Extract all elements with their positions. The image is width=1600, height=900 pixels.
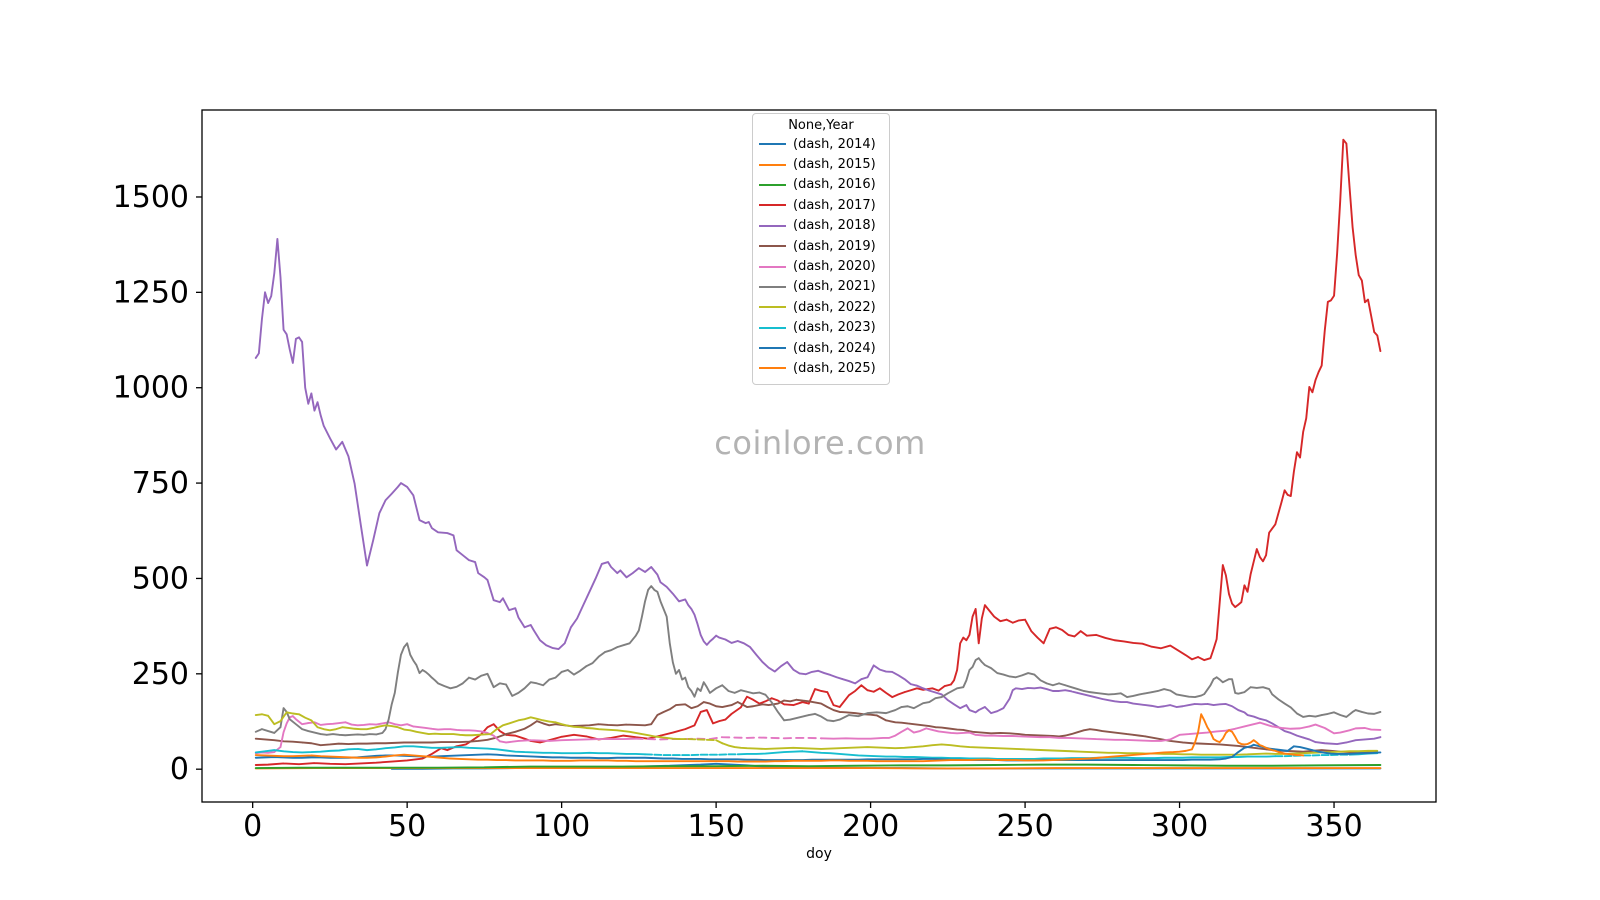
plot-border [201, 109, 1437, 803]
legend-swatch [759, 265, 786, 268]
legend-item: (dash, 2024) [759, 338, 883, 358]
legend-swatch [759, 347, 786, 350]
legend-label: (dash, 2019) [793, 238, 876, 254]
x-tick-label: 200 [842, 809, 899, 844]
series-line-dash-2016 [254, 763, 1382, 769]
series-line-dash-2019 [254, 698, 1379, 754]
legend-swatch [759, 285, 786, 288]
legend-label: (dash, 2017) [793, 197, 876, 213]
legend-label: (dash, 2025) [793, 360, 876, 376]
legend-swatch [759, 245, 786, 248]
series-line-dash-2025 [254, 713, 1305, 763]
y-tick-label: 500 [132, 561, 189, 596]
legend-label: (dash, 2020) [793, 259, 876, 275]
y-tick-label: 0 [170, 752, 189, 787]
watermark-text: coinlore.com [714, 424, 926, 462]
legend-title: None,Year [788, 118, 854, 133]
x-tick-label: 150 [687, 809, 744, 844]
x-tick-label: 300 [1151, 809, 1208, 844]
legend-swatch [759, 367, 786, 370]
series-line-dash-2021 [254, 585, 1382, 737]
legend-swatch [759, 224, 786, 227]
legend-swatch [759, 326, 786, 329]
legend-item: (dash, 2021) [759, 277, 883, 297]
legend-item: (dash, 2025) [759, 358, 883, 378]
x-tick-label: 350 [1305, 809, 1362, 844]
legend-item: (dash, 2023) [759, 318, 883, 338]
legend-item: (dash, 2022) [759, 297, 883, 317]
legend-label: (dash, 2023) [793, 320, 876, 336]
legend-item: (dash, 2019) [759, 236, 883, 256]
legend-swatch [759, 204, 786, 207]
y-tick-label: 1250 [113, 275, 189, 310]
legend-swatch [759, 306, 786, 309]
series-line-dash-2022-dashed [678, 738, 724, 745]
legend-item: (dash, 2020) [759, 256, 883, 276]
x-tick-label: 250 [996, 809, 1053, 844]
legend-item: (dash, 2016) [759, 175, 883, 195]
legend-item: (dash, 2014) [759, 134, 883, 154]
series-line-dash-2022 [254, 711, 1379, 756]
legend-swatch [759, 163, 786, 166]
y-tick-label: 1500 [113, 180, 189, 215]
legend-label: (dash, 2018) [793, 218, 876, 234]
legend-label: (dash, 2021) [793, 279, 876, 295]
legend-item: (dash, 2015) [759, 154, 883, 174]
legend-item: (dash, 2018) [759, 216, 883, 236]
x-tick-label: 0 [243, 809, 262, 844]
series-line-dash-2017 [254, 138, 1382, 766]
y-tick-label: 750 [132, 466, 189, 501]
legend-label: (dash, 2014) [793, 136, 876, 152]
x-axis-label: doy [806, 846, 832, 862]
legend-label: (dash, 2015) [793, 157, 876, 173]
legend-label: (dash, 2022) [793, 299, 876, 315]
legend-swatch [759, 143, 786, 146]
y-tick-label: 250 [132, 657, 189, 692]
x-tick-label: 50 [388, 809, 426, 844]
legend-swatch [759, 183, 786, 186]
y-tick-label: 1000 [113, 371, 189, 406]
legend: None,Year (dash, 2014) (dash, 2015) (dash,… [752, 113, 890, 385]
x-tick-label: 100 [533, 809, 590, 844]
legend-label: (dash, 2024) [793, 340, 876, 356]
legend-label: (dash, 2016) [793, 177, 876, 193]
legend-item: (dash, 2017) [759, 195, 883, 215]
series-line-dash-2018 [254, 237, 1382, 745]
legend-items: (dash, 2014) (dash, 2015) (dash, 2016) (das… [759, 134, 883, 379]
